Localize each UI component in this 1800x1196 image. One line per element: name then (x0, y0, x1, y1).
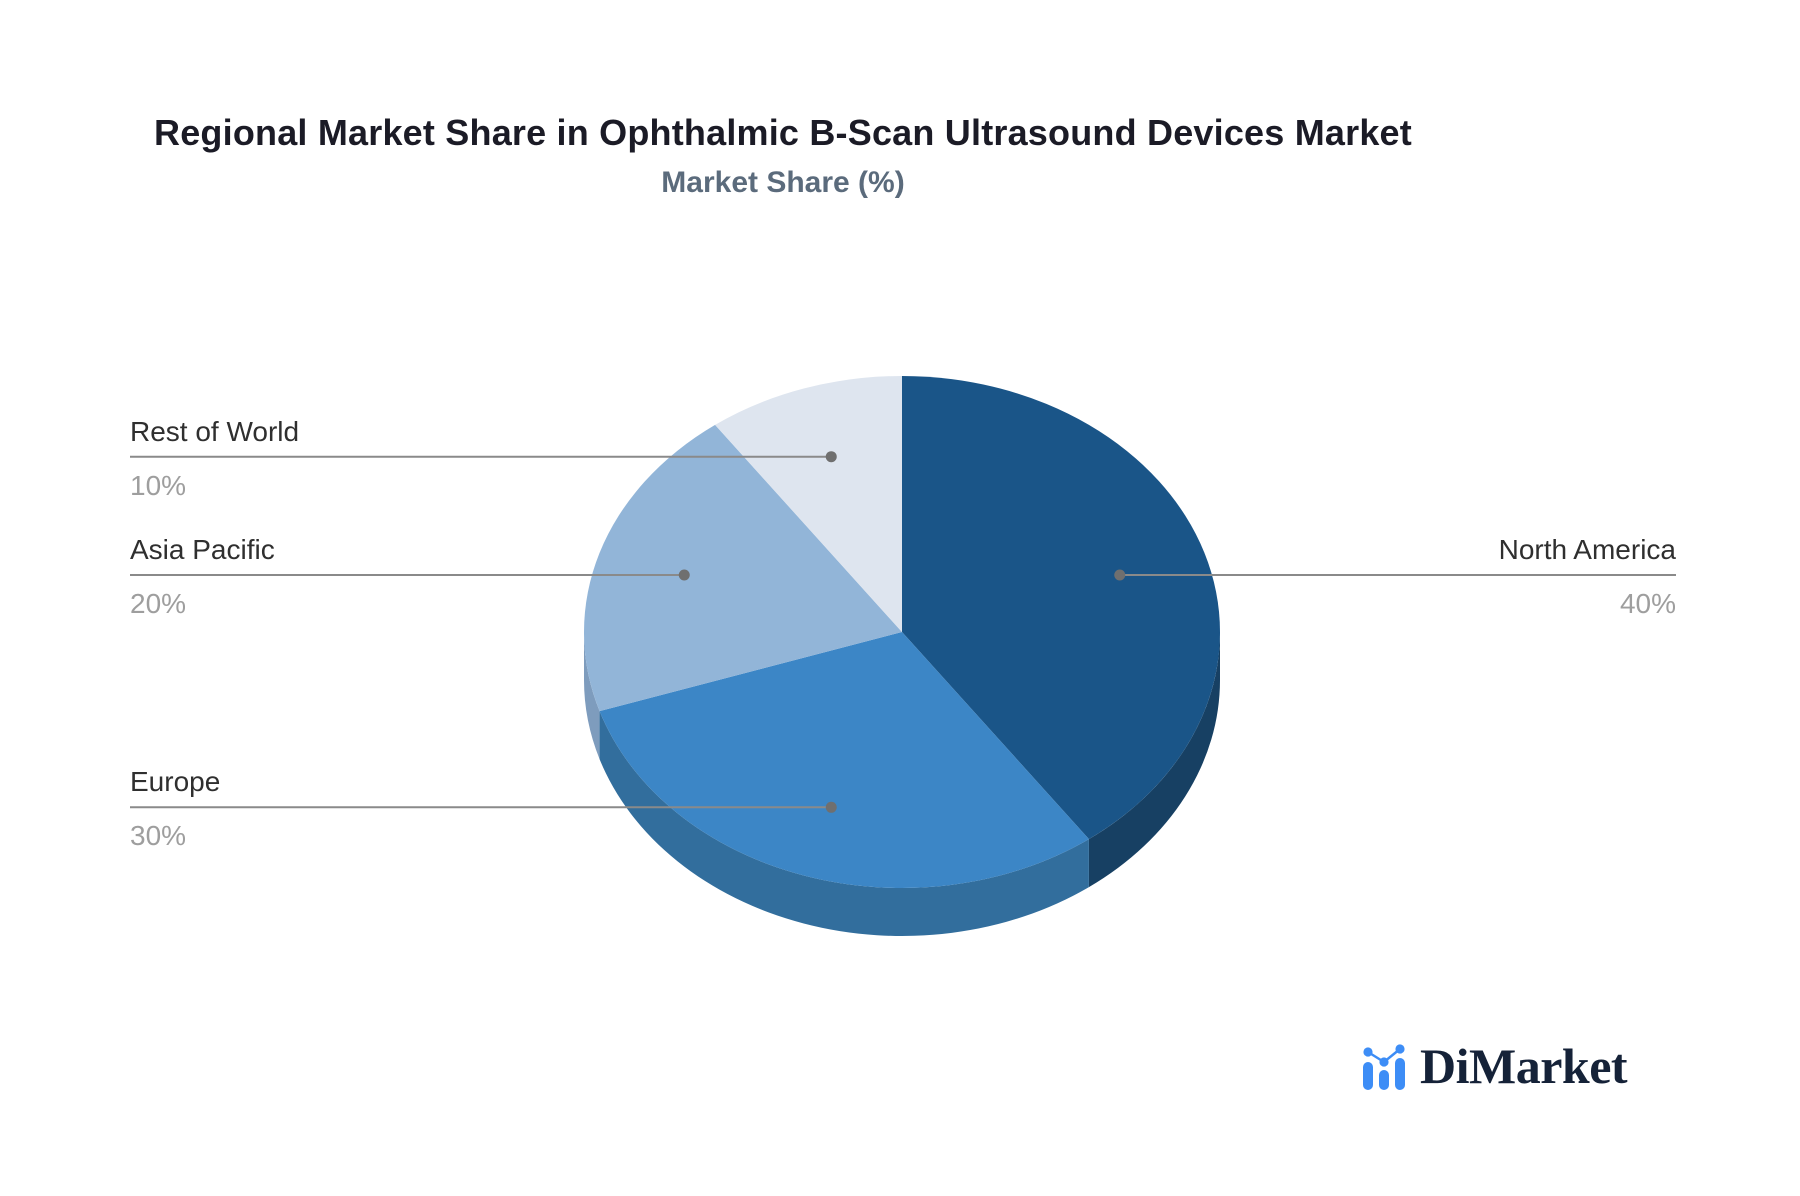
chart-subtitle: Market Share (%) (661, 166, 905, 199)
logo-text: DiMarket (1420, 1038, 1628, 1094)
pie-slice-side-asia-pacific (584, 632, 600, 760)
slice-name: Asia Pacific (130, 534, 275, 566)
slice-name: Europe (130, 766, 221, 798)
pie-slice-side-europe (599, 711, 1089, 936)
slice-name: Rest of World (130, 415, 300, 447)
logo-bar-line-chart-icon (1363, 1044, 1405, 1090)
chart-title: Regional Market Share in Ophthalmic B-Sc… (154, 112, 1412, 153)
slice-label-europe: Europe 30% (130, 765, 220, 853)
slice-label-asia-pacific: Asia Pacific 20% (130, 533, 275, 621)
slice-percent: 20% (130, 588, 187, 620)
slice-label-north-america: North America 40% (1499, 533, 1676, 621)
slice-name: North America (1498, 534, 1676, 566)
pie-slice-asia-pacific[interactable] (584, 424, 902, 712)
label-dot-asia-pacific (678, 569, 690, 581)
dimarket-logo: DiMarket (1360, 1038, 1628, 1094)
slice-percent: 30% (130, 820, 187, 852)
pie-slice-north-america[interactable] (902, 376, 1220, 840)
pie-slice-side-north-america (1088, 632, 1220, 888)
slice-percent: 10% (130, 469, 187, 501)
slice-percent: 40% (1619, 588, 1676, 620)
label-dot-europe (825, 801, 837, 813)
label-dot-north-america (1114, 569, 1126, 581)
pie-slice-europe[interactable] (599, 632, 1089, 888)
label-dot-rest-of-world (825, 451, 837, 463)
pie-slice-rest-of-world[interactable] (715, 376, 902, 632)
slice-label-rest-of-world: Rest of World 10% (130, 415, 299, 503)
